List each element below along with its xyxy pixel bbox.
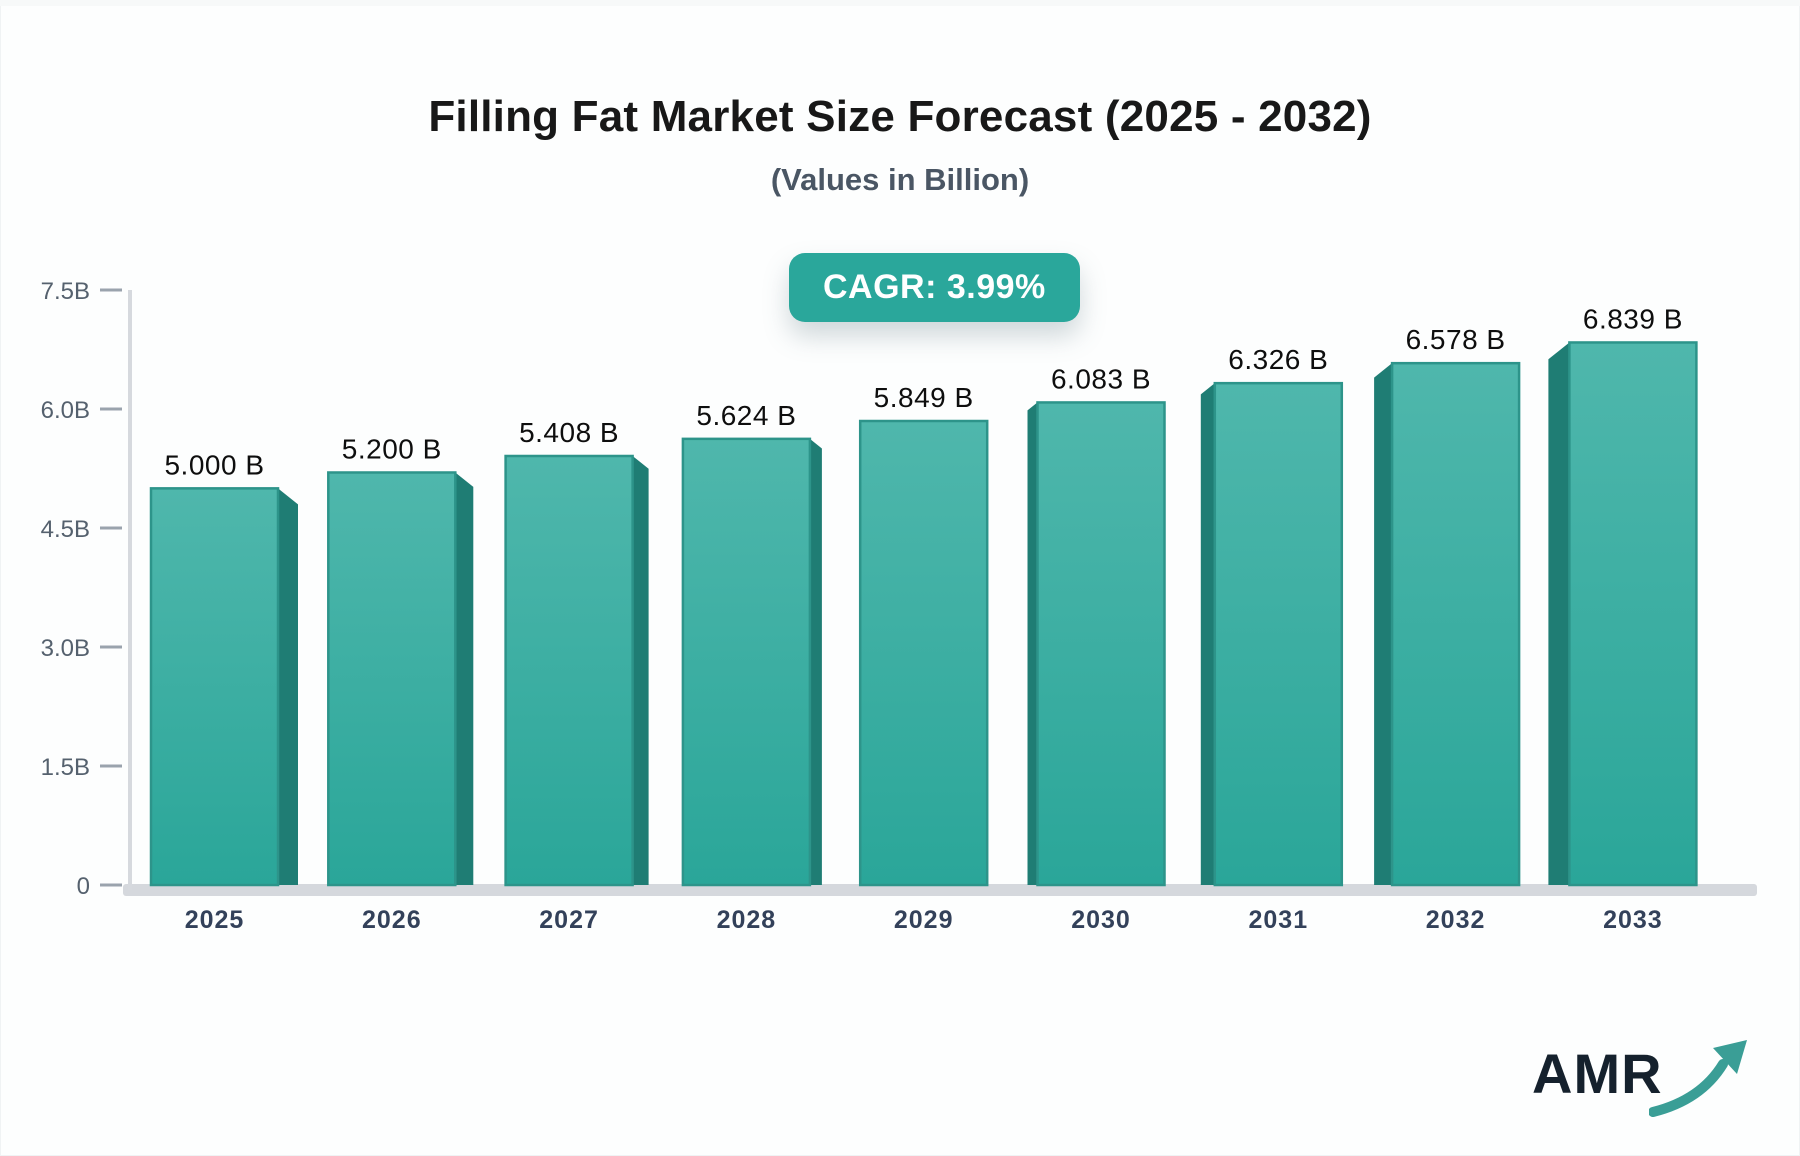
bar-side-face [455, 472, 474, 885]
bar-group: 5.000 B 2025 [149, 449, 298, 934]
chart-subtitle: (Values in Billion) [770, 162, 1030, 197]
bar-value-label: 6.578 B [1406, 324, 1506, 355]
bar-value-label: 5.000 B [164, 449, 264, 480]
bar-side-face [1548, 342, 1570, 885]
bar-front-face [1568, 341, 1698, 887]
bar-group: 5.408 B 2027 [504, 417, 649, 934]
bar-front-face [1213, 381, 1344, 887]
chart-title: Filling Fat Market Size Forecast (2025 -… [428, 92, 1372, 141]
bar-side-face [1374, 363, 1393, 886]
bar-side-face [632, 455, 649, 885]
cagr-badge: CAGR: 3.99% [789, 253, 1080, 322]
x-axis-category-label: 2025 [185, 906, 245, 934]
bar-group: 6.839 B 2033 [1548, 303, 1698, 934]
x-axis-category-label: 2026 [362, 906, 422, 934]
bar-front-face [504, 454, 634, 887]
bar-side-face [1200, 383, 1215, 885]
y-axis-tick-label: 7.5B [41, 278, 90, 305]
bar-group: 6.578 B 2032 [1374, 324, 1521, 934]
growth-arrow-icon [1648, 1040, 1747, 1117]
y-axis-tick-label: 4.5B [41, 516, 90, 543]
x-axis-category-label: 2031 [1248, 906, 1308, 934]
bar-group: 5.200 B 2026 [327, 433, 474, 934]
bar-front-face [1390, 361, 1521, 887]
x-axis-category-label: 2032 [1426, 906, 1486, 934]
y-axis-tick-label: 3.0B [41, 635, 90, 662]
bar-group: 5.849 B 2029 [858, 382, 989, 934]
bar-value-label: 5.849 B [874, 382, 974, 413]
bar-value-label: 5.624 B [696, 400, 796, 431]
x-axis-category-label: 2028 [717, 906, 777, 934]
bar-value-label: 5.200 B [342, 433, 442, 464]
baseline-strip [123, 884, 1757, 896]
y-axis-tick-label: 6.0B [41, 397, 90, 424]
bar-value-label: 6.839 B [1583, 303, 1683, 334]
bar-front-face [327, 471, 457, 887]
x-axis-category-label: 2033 [1603, 906, 1663, 934]
bar-group: 5.624 B 2028 [681, 400, 822, 934]
bar-front-face [858, 419, 989, 887]
x-axis-category-label: 2030 [1071, 906, 1131, 934]
bar-side-face [278, 488, 298, 885]
bar-front-face [681, 437, 812, 887]
bar-value-label: 6.326 B [1228, 344, 1328, 375]
y-axis-tick-label: 1.5B [41, 754, 90, 781]
bar-group: 6.326 B 2031 [1200, 344, 1344, 934]
bar-side-face [809, 438, 822, 885]
bar-side-face [1027, 402, 1038, 885]
bar-front-face [149, 487, 280, 887]
brand-logo-text: AMR [1532, 1042, 1663, 1105]
bar-value-label: 5.408 B [519, 417, 619, 448]
x-axis-category-label: 2029 [894, 906, 954, 934]
bar-value-label: 6.083 B [1051, 363, 1151, 394]
bar-front-face [1036, 401, 1166, 887]
brand-logo: AMR [1532, 1034, 1759, 1120]
bar-group: 6.083 B 2030 [1027, 363, 1166, 934]
x-axis-category-label: 2027 [539, 906, 599, 934]
y-axis-tick-label: 0 [77, 873, 90, 900]
